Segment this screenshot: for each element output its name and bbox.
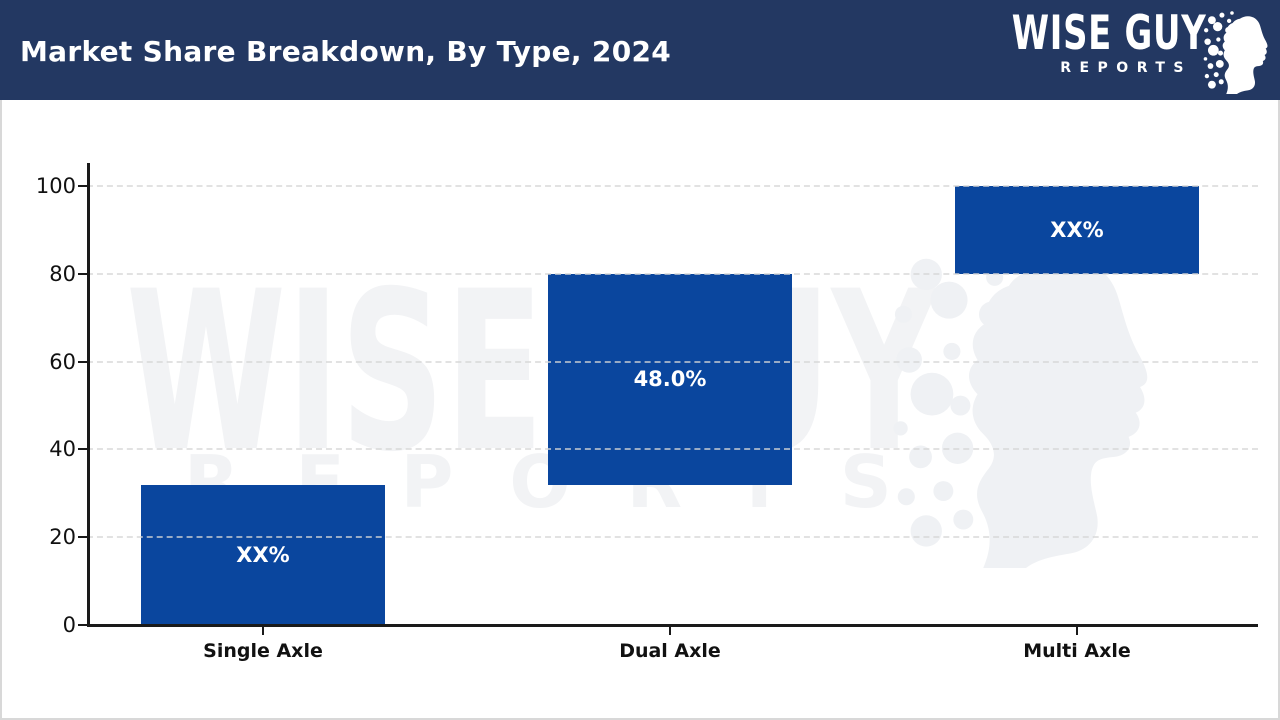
bar-value-label: XX%	[1050, 217, 1104, 242]
y-tick-label: 0	[62, 613, 76, 637]
wiseguy-head-icon	[1200, 8, 1274, 94]
x-tick-mark	[669, 627, 671, 635]
y-tick-mark	[78, 624, 87, 626]
gridline	[87, 360, 1258, 363]
header: Market Share Breakdown, By Type, 2024 WI…	[0, 0, 1280, 100]
y-tick-label: 40	[49, 437, 76, 462]
x-tick-mark	[1076, 627, 1078, 635]
y-tick-label: 80	[49, 261, 76, 286]
gridline	[87, 448, 1258, 451]
x-tick-label: Dual Axle	[619, 640, 721, 662]
y-tick-mark	[78, 448, 87, 451]
x-axis-line	[87, 624, 1258, 627]
watermark-head-icon	[882, 226, 1170, 568]
y-tick-mark	[78, 185, 87, 187]
y-axis-line	[87, 163, 90, 627]
page-title: Market Share Breakdown, By Type, 2024	[20, 35, 672, 68]
wiseguy-logo: WISE GUY REPORTS	[1010, 0, 1280, 100]
y-tick-label: 100	[35, 174, 76, 198]
gridline	[87, 536, 1258, 539]
bar-value-label: 48.0%	[633, 367, 707, 392]
x-tick-label: Multi Axle	[1023, 640, 1131, 662]
y-tick-mark	[78, 272, 87, 275]
y-tick-label: 20	[49, 525, 76, 550]
bar-single-axle: XX%	[141, 484, 385, 625]
y-tick-label: 60	[49, 349, 76, 374]
y-tick-mark	[78, 360, 87, 363]
logo-subtext: REPORTS	[1060, 60, 1192, 76]
x-tick-mark	[262, 627, 264, 635]
bar-value-label: XX%	[236, 542, 290, 567]
logo-wordmark: WISE GUY	[1011, 6, 1206, 61]
y-tick-mark	[78, 536, 87, 539]
bar-multi-axle: XX%	[955, 186, 1199, 274]
x-tick-label: Single Axle	[203, 640, 323, 662]
bar-dual-axle: 48.0%	[548, 273, 792, 485]
gridline	[87, 272, 1258, 275]
watermark-text: WISE GUY	[126, 244, 937, 500]
gridline	[87, 185, 1258, 187]
